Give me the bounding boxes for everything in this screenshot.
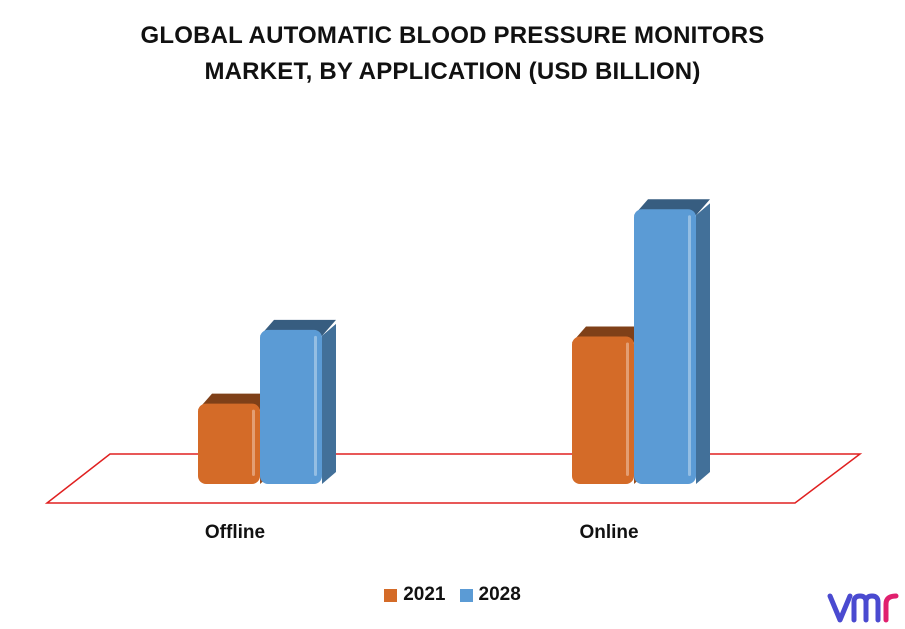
chart-title-line-2: MARKET, BY APPLICATION (USD BILLION) bbox=[204, 58, 701, 85]
bar-highlight bbox=[252, 409, 255, 476]
bar-front bbox=[572, 336, 634, 484]
bar-front bbox=[260, 329, 322, 484]
x-tick-label-online: Online bbox=[579, 522, 638, 543]
bar-side bbox=[322, 323, 336, 484]
x-tick-label-offline: Offline bbox=[205, 522, 265, 543]
bar-online-2028 bbox=[634, 199, 710, 484]
bar-highlight bbox=[626, 342, 629, 476]
legend-label-2021: 2021 bbox=[403, 584, 446, 605]
vmr-logo bbox=[827, 593, 899, 623]
legend-swatch-2021 bbox=[384, 588, 398, 602]
legend-swatch-2028 bbox=[459, 588, 473, 602]
chart-floor bbox=[44, 453, 863, 504]
legend-item-2028: 2028 bbox=[459, 584, 521, 606]
bar-front bbox=[198, 403, 260, 484]
bar-highlight bbox=[314, 335, 317, 476]
chart-legend: 2021 2028 bbox=[0, 584, 905, 606]
bar-front bbox=[634, 209, 696, 484]
legend-label-2028: 2028 bbox=[478, 584, 521, 605]
legend-item-2021: 2021 bbox=[384, 584, 446, 606]
chart-title-line-1: GLOBAL AUTOMATIC BLOOD PRESSURE MONITORS bbox=[140, 22, 765, 49]
bar-highlight bbox=[688, 215, 691, 476]
bar-offline-2028 bbox=[260, 319, 336, 484]
bar-side bbox=[696, 203, 710, 484]
